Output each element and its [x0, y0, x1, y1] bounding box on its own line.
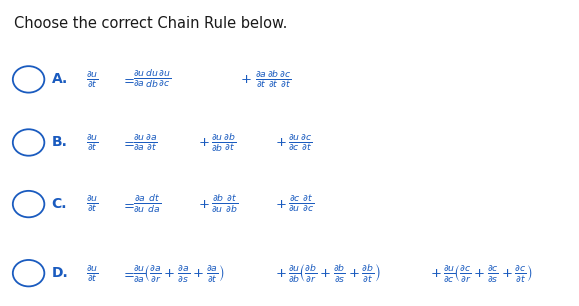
Text: $=$: $=$ [122, 73, 135, 86]
Text: B.: B. [52, 136, 67, 150]
Text: $\frac{\partial u}{\partial c}\frac{\partial c}{\partial t}$: $\frac{\partial u}{\partial c}\frac{\par… [288, 132, 313, 153]
Text: $+$: $+$ [198, 198, 210, 211]
Text: $\frac{\partial u}{\partial t}$: $\frac{\partial u}{\partial t}$ [86, 194, 98, 215]
Text: D.: D. [52, 266, 68, 280]
Text: $=$: $=$ [122, 136, 135, 149]
Text: $\frac{\partial a}{\partial t}\frac{\partial b}{\partial t}\frac{\partial c}{\pa: $\frac{\partial a}{\partial t}\frac{\par… [255, 69, 291, 90]
Text: $\frac{\partial a\;\, dt}{\partial u\;\, da}$: $\frac{\partial a\;\, dt}{\partial u\;\,… [133, 193, 161, 215]
Text: $+$: $+$ [275, 198, 287, 211]
Text: $\frac{\partial u}{\partial a}\!\left(\frac{\partial a}{\partial r}+\frac{\parti: $\frac{\partial u}{\partial a}\!\left(\f… [133, 263, 225, 284]
Text: $\frac{\partial u}{\partial a}\frac{du}{db}\frac{\partial u}{\partial c}$: $\frac{\partial u}{\partial a}\frac{du}{… [133, 68, 171, 91]
Text: $\frac{\partial u}{\partial a}\frac{\partial a}{\partial t}$: $\frac{\partial u}{\partial a}\frac{\par… [133, 132, 157, 153]
Text: A.: A. [52, 73, 68, 86]
Text: $\frac{\partial u}{\partial b}\frac{\partial b}{\partial t}$: $\frac{\partial u}{\partial b}\frac{\par… [211, 131, 236, 154]
Text: $+$: $+$ [275, 267, 287, 280]
Text: $+$: $+$ [275, 136, 287, 149]
Text: $=$: $=$ [122, 198, 135, 211]
Text: $\frac{\partial u}{\partial t}$: $\frac{\partial u}{\partial t}$ [86, 263, 98, 284]
Text: $\frac{\partial c\;\, \partial t}{\partial u\;\, \partial c}$: $\frac{\partial c\;\, \partial t}{\parti… [288, 193, 315, 215]
Text: $+$: $+$ [240, 73, 251, 86]
Text: $+$: $+$ [198, 136, 210, 149]
Text: $\frac{\partial u}{\partial t}$: $\frac{\partial u}{\partial t}$ [86, 132, 98, 153]
Text: $\frac{\partial u}{\partial t}$: $\frac{\partial u}{\partial t}$ [86, 69, 98, 90]
Text: $\frac{\partial u}{\partial b}\!\left(\frac{\partial b}{\partial r}+\frac{\parti: $\frac{\partial u}{\partial b}\!\left(\f… [288, 262, 381, 285]
Text: $+$: $+$ [430, 267, 442, 280]
Text: Choose the correct Chain Rule below.: Choose the correct Chain Rule below. [14, 16, 288, 31]
Text: C.: C. [52, 197, 67, 211]
Text: $\frac{\partial u}{\partial c}\!\left(\frac{\partial c}{\partial r}+\frac{\parti: $\frac{\partial u}{\partial c}\!\left(\f… [443, 263, 533, 284]
Text: $=$: $=$ [122, 267, 135, 280]
Text: $\frac{\partial b\;\, \partial t}{\partial u\;\, \partial b}$: $\frac{\partial b\;\, \partial t}{\parti… [211, 193, 239, 215]
